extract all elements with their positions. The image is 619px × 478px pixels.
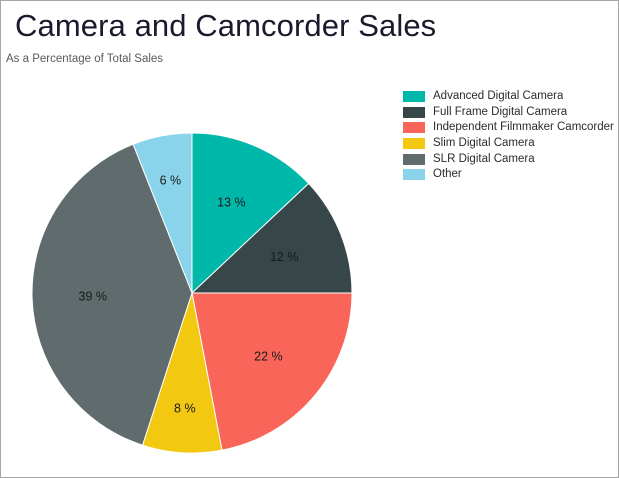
legend-item[interactable]: Slim Digital Camera bbox=[403, 136, 615, 152]
legend-color-swatch bbox=[403, 91, 425, 103]
pie-slice[interactable] bbox=[191, 292, 353, 451]
legend-item[interactable]: Independent Filmmaker Camcorder bbox=[403, 120, 615, 136]
legend-color-swatch bbox=[403, 122, 425, 134]
legend-item-label: Independent Filmmaker Camcorder bbox=[433, 121, 614, 134]
pie-data-label: 13 % bbox=[217, 196, 246, 210]
pie-slice[interactable] bbox=[190, 182, 353, 294]
legend: Advanced Digital Camera Full Frame Digita… bbox=[403, 89, 615, 183]
legend-item-label: Slim Digital Camera bbox=[433, 137, 535, 150]
pie-data-label-group: 13 % 12 % 22 % 8 % 39 % 6 % bbox=[79, 173, 299, 415]
pie-data-label: 8 % bbox=[174, 402, 196, 416]
pie-chart-svg: 13 % 12 % 22 % 8 % 39 % 6 % bbox=[31, 132, 353, 454]
chart-title: Camera and Camcorder Sales bbox=[15, 8, 437, 43]
legend-item-label: SLR Digital Camera bbox=[433, 152, 535, 165]
pie-slice[interactable] bbox=[132, 132, 193, 294]
pie-data-label: 39 % bbox=[79, 290, 108, 304]
pie-slice-group bbox=[31, 132, 353, 454]
legend-item-label: Advanced Digital Camera bbox=[433, 90, 564, 103]
legend-item[interactable]: Advanced Digital Camera bbox=[403, 89, 615, 105]
legend-color-swatch bbox=[403, 138, 425, 150]
legend-color-swatch bbox=[403, 106, 425, 118]
pie-data-label: 6 % bbox=[160, 173, 182, 187]
legend-item[interactable]: Other bbox=[403, 167, 615, 183]
legend-item-label: Full Frame Digital Camera bbox=[433, 105, 568, 118]
pie-plot-area: 13 % 12 % 22 % 8 % 39 % 6 % bbox=[1, 69, 391, 477]
legend-color-swatch bbox=[403, 153, 425, 165]
pie-slice[interactable] bbox=[191, 132, 310, 295]
legend-color-swatch bbox=[403, 169, 425, 181]
pie-data-label: 12 % bbox=[270, 250, 299, 264]
pie-slice[interactable] bbox=[31, 143, 193, 446]
pie-data-label: 22 % bbox=[254, 350, 283, 364]
legend-item[interactable]: SLR Digital Camera bbox=[403, 151, 615, 167]
legend-item[interactable]: Full Frame Digital Camera bbox=[403, 105, 615, 121]
chart-subtitle: As a Percentage of Total Sales bbox=[6, 53, 164, 65]
legend-item-label: Other bbox=[433, 168, 462, 181]
